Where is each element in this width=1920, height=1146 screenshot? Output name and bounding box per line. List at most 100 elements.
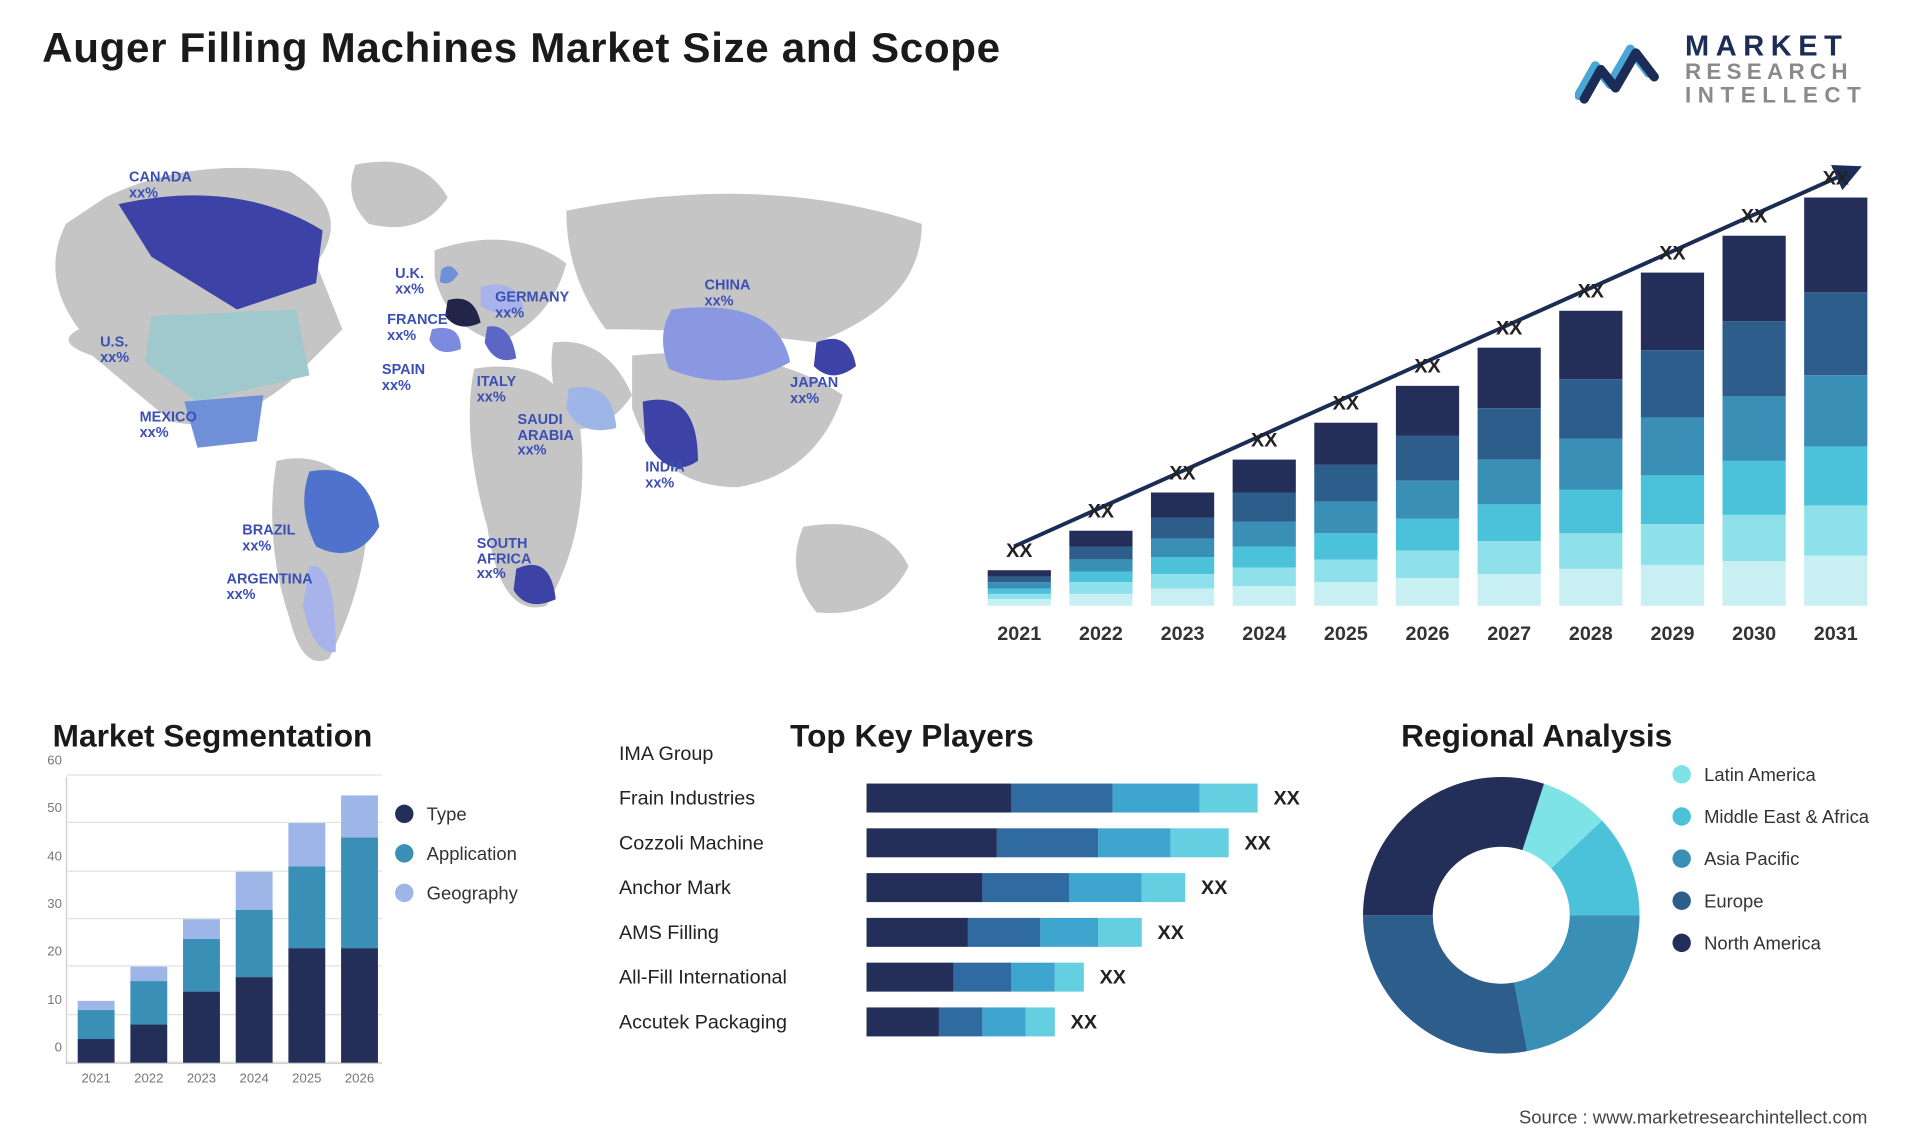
map-country-label: U.S.xx% xyxy=(100,336,129,366)
page-title: Auger Filling Machines Market Size and S… xyxy=(42,24,1001,73)
regional-legend-item: Middle East & Africa xyxy=(1672,806,1909,827)
kp-bar xyxy=(867,963,1084,992)
map-country-label: ITALYxx% xyxy=(477,375,516,405)
map-country-label: JAPANxx% xyxy=(790,377,838,407)
seg-legend-item: Type xyxy=(395,803,579,824)
kp-name: AMS Filling xyxy=(619,921,856,943)
map-country-label: FRANCExx% xyxy=(387,313,447,343)
kp-row: Cozzoli Machine XX xyxy=(619,827,1317,859)
source-text: Source : www.marketresearchintellect.com xyxy=(1519,1106,1867,1127)
kp-row: Anchor Mark XX xyxy=(619,872,1317,904)
regional-legend-item: Europe xyxy=(1672,890,1909,911)
regional-legend-item: Latin America xyxy=(1672,764,1909,785)
main-bar xyxy=(1396,386,1459,606)
map-country-label: CHINAxx% xyxy=(705,279,751,309)
kp-name: Frain Industries xyxy=(619,787,856,809)
regional-legend-item: Asia Pacific xyxy=(1672,848,1909,869)
map-country-label: SAUDIARABIAxx% xyxy=(518,414,574,460)
donut-slice xyxy=(1514,915,1639,1051)
map-country-label: ARGENTINAxx% xyxy=(227,573,313,603)
seg-bar xyxy=(288,824,325,1063)
main-bar xyxy=(1804,198,1867,606)
map-country-label: SPAINxx% xyxy=(382,363,425,393)
segmentation-chart: 0102030405060202120222023202420252026 Ty… xyxy=(26,777,579,1093)
brand-line3: INTELLECT xyxy=(1685,84,1867,107)
kp-value: XX xyxy=(1071,1011,1097,1033)
main-bar xyxy=(1559,310,1622,605)
kp-bar xyxy=(867,873,1186,902)
main-bar-value: XX xyxy=(988,540,1051,562)
main-bar-value: XX xyxy=(1641,242,1704,264)
kp-bar xyxy=(867,1007,1055,1036)
main-bar-xlabel: 2023 xyxy=(1151,623,1214,645)
main-bar xyxy=(1314,423,1377,606)
map-country-label: MEXICOxx% xyxy=(140,411,197,441)
main-bar xyxy=(1151,493,1214,606)
main-bar-xlabel: 2029 xyxy=(1641,623,1704,645)
main-bar-value: XX xyxy=(1804,167,1867,189)
regional-legend-item: North America xyxy=(1672,932,1909,953)
key-players-chart: IMA GroupFrain IndustriesXXCozzoli Machi… xyxy=(619,737,1317,1079)
kp-name: Accutek Packaging xyxy=(619,1011,856,1033)
regional-donut: Latin AmericaMiddle East & AfricaAsia Pa… xyxy=(1343,744,1896,1086)
kp-bar xyxy=(867,784,1258,813)
main-bar-value: XX xyxy=(1396,355,1459,377)
kp-row: AMS FillingXX xyxy=(619,917,1317,949)
kp-name: Cozzoli Machine xyxy=(619,832,856,854)
main-bar-value: XX xyxy=(1069,500,1132,522)
seg-bar xyxy=(78,1001,115,1063)
main-bar-xlabel: 2027 xyxy=(1478,623,1541,645)
brand-logo-block: MARKET RESEARCH INTELLECT xyxy=(1574,26,1867,112)
seg-bar xyxy=(341,795,378,1063)
seg-ylabel: 0 xyxy=(36,1041,62,1055)
kp-value: XX xyxy=(1201,876,1227,898)
seg-ylabel: 20 xyxy=(36,945,62,959)
main-bar-value: XX xyxy=(1314,393,1377,415)
seg-ylabel: 40 xyxy=(36,850,62,864)
kp-value: XX xyxy=(1100,966,1126,988)
kp-bar xyxy=(867,828,1229,857)
seg-bar xyxy=(236,871,273,1062)
brand-line1: MARKET xyxy=(1685,30,1867,60)
segmentation-title: Market Segmentation xyxy=(53,719,373,756)
main-bar xyxy=(1723,235,1786,606)
main-bar-value: XX xyxy=(1723,205,1786,227)
seg-xlabel: 2025 xyxy=(288,1072,325,1086)
main-bar-value: XX xyxy=(1233,429,1296,451)
main-bar xyxy=(1478,348,1541,606)
main-bar-value: XX xyxy=(1151,463,1214,485)
main-bar-xlabel: 2031 xyxy=(1804,623,1867,645)
brand-line2: RESEARCH xyxy=(1685,61,1867,84)
map-country-label: CANADAxx% xyxy=(129,171,192,201)
main-bar-xlabel: 2022 xyxy=(1069,623,1132,645)
map-country-label: GERMANYxx% xyxy=(495,291,569,321)
donut-slice xyxy=(1363,915,1527,1053)
kp-name: Anchor Mark xyxy=(619,876,856,898)
main-bar-xlabel: 2030 xyxy=(1723,623,1786,645)
world-map: CANADAxx%U.S.xx%MEXICOxx%BRAZILxx%ARGENT… xyxy=(26,132,961,672)
main-bar xyxy=(1233,460,1296,606)
seg-bar xyxy=(183,919,220,1063)
kp-row: Accutek Packaging XX xyxy=(619,1006,1317,1038)
main-bar xyxy=(1641,273,1704,606)
main-bar-xlabel: 2025 xyxy=(1314,623,1377,645)
kp-value: XX xyxy=(1273,787,1299,809)
main-bar-chart: 2021202220232024202520262027202820292030… xyxy=(975,145,1870,645)
kp-name: IMA Group xyxy=(619,742,856,764)
map-country-label: U.K.xx% xyxy=(395,267,424,297)
map-country-label: INDIAxx% xyxy=(645,461,684,491)
main-bar xyxy=(1069,531,1132,606)
map-country-label: SOUTHAFRICAxx% xyxy=(477,537,532,583)
kp-name: All-Fill International xyxy=(619,966,856,988)
kp-row: All-Fill International XX xyxy=(619,961,1317,993)
seg-ylabel: 30 xyxy=(36,897,62,911)
seg-xlabel: 2023 xyxy=(183,1072,220,1086)
kp-row: IMA Group xyxy=(619,737,1317,769)
main-bar-value: XX xyxy=(1478,318,1541,340)
seg-xlabel: 2024 xyxy=(236,1072,273,1086)
brand-logo-icon xyxy=(1574,26,1666,112)
main-bar xyxy=(988,570,1051,605)
donut-slice xyxy=(1363,777,1544,915)
kp-value: XX xyxy=(1244,832,1270,854)
seg-legend-item: Application xyxy=(395,843,579,864)
